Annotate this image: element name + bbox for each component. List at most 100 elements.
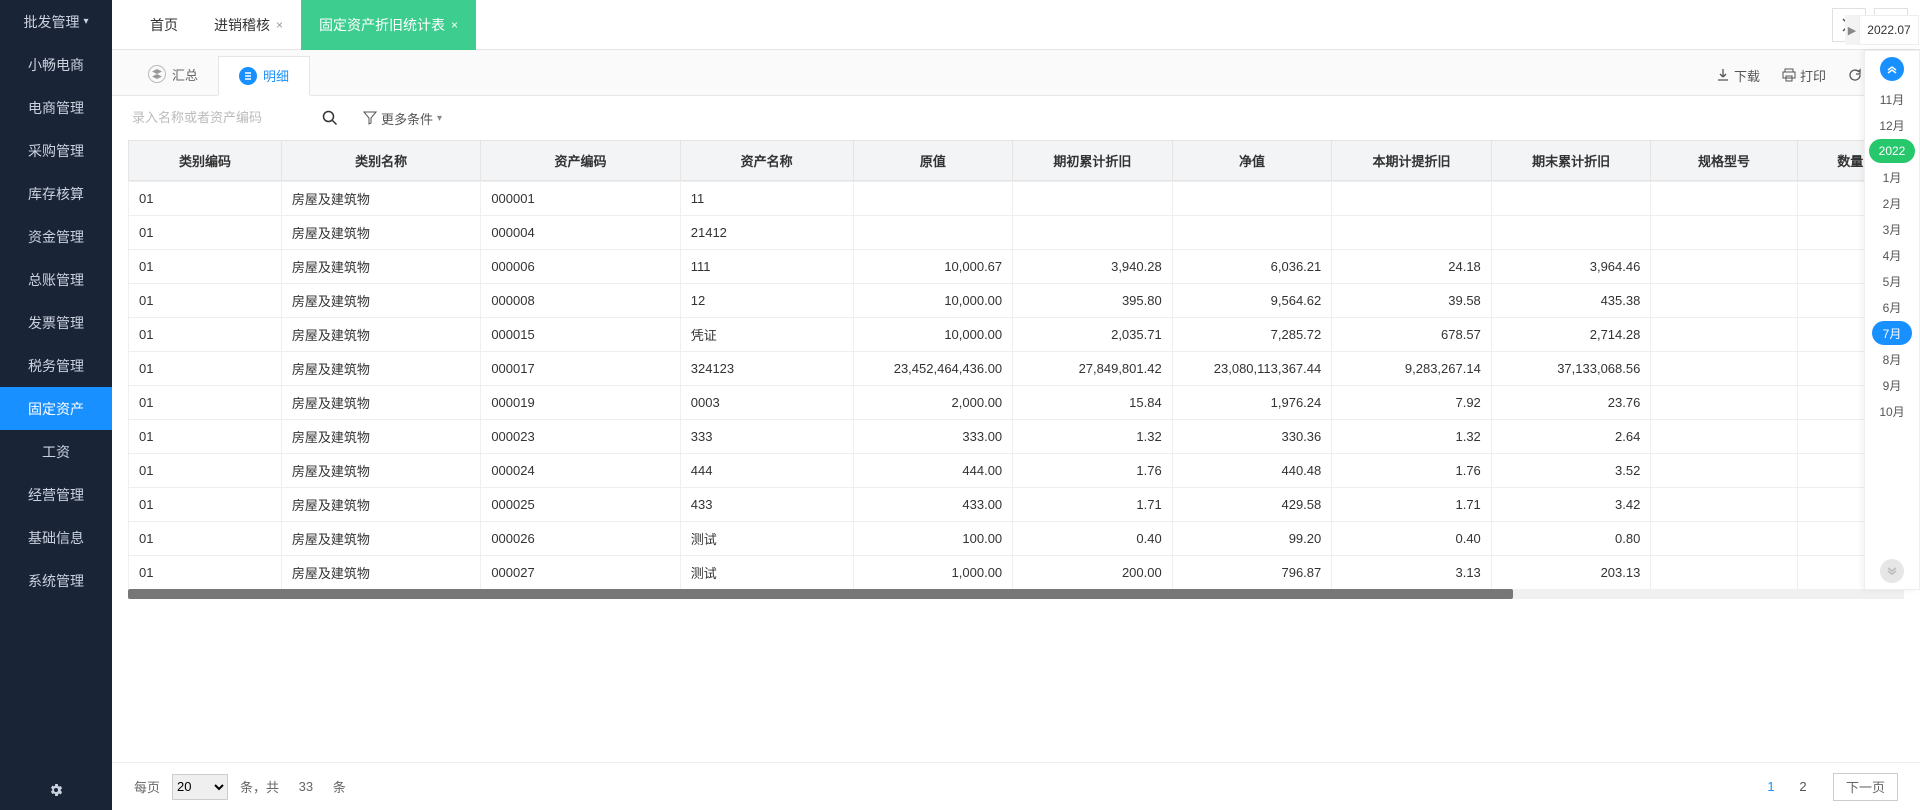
sidebar-item-label: 工资 — [42, 442, 70, 462]
table-row[interactable]: 01房屋及建筑物000027测试1,000.00200.00796.873.13… — [129, 556, 1904, 590]
month-item[interactable]: 1月 — [1872, 165, 1912, 189]
column-header[interactable]: 净值 — [1172, 141, 1332, 181]
period-tag[interactable]: 2022.07 — [1859, 15, 1919, 45]
month-item[interactable]: 4月 — [1872, 243, 1912, 267]
table-cell: 2.64 — [1491, 420, 1651, 454]
column-header[interactable]: 类别名称 — [281, 141, 480, 181]
table-cell: 23.76 — [1491, 386, 1651, 420]
table-row[interactable]: 01房屋及建筑物00001900032,000.0015.841,976.247… — [129, 386, 1904, 420]
table-cell: 12 — [680, 284, 853, 318]
table-cell: 24.18 — [1332, 250, 1492, 284]
column-header[interactable]: 期末累计折旧 — [1491, 141, 1651, 181]
column-header[interactable]: 资产名称 — [680, 141, 853, 181]
sidebar-item-11[interactable]: 经营管理 — [0, 473, 112, 516]
tab-label: 固定资产折旧统计表 — [319, 15, 445, 35]
column-header[interactable]: 资产编码 — [481, 141, 680, 181]
month-scroll-up[interactable] — [1880, 57, 1904, 81]
table-row[interactable]: 01房屋及建筑物000025433433.001.71429.581.713.4… — [129, 488, 1904, 522]
table-cell: 01 — [129, 284, 282, 318]
table-row[interactable]: 01房屋及建筑物00000611110,000.673,940.286,036.… — [129, 250, 1904, 284]
table-cell: 01 — [129, 250, 282, 284]
tab-label: 首页 — [150, 15, 178, 35]
page-number[interactable]: 1 — [1757, 773, 1785, 801]
table-row[interactable]: 01房屋及建筑物00001732412323,452,464,436.0027,… — [129, 352, 1904, 386]
print-button[interactable]: 打印 — [1782, 66, 1826, 85]
year-badge[interactable]: 2022 — [1869, 139, 1915, 163]
download-button[interactable]: 下载 — [1716, 66, 1760, 85]
table-cell: 房屋及建筑物 — [281, 386, 480, 420]
collapse-strip-button[interactable]: ▶ — [1845, 15, 1859, 45]
tab-close-icon[interactable]: × — [276, 18, 283, 32]
table-row[interactable]: 01房屋及建筑物000024444444.001.76440.481.763.5… — [129, 454, 1904, 488]
sidebar-item-13[interactable]: 系统管理 — [0, 559, 112, 602]
sidebar-item-label: 基础信息 — [28, 528, 84, 548]
subtab-summary[interactable]: 汇总 — [128, 55, 218, 95]
more-conditions-button[interactable]: 更多条件 ▾ — [363, 109, 442, 128]
table-cell: 678.57 — [1332, 318, 1492, 352]
tab-0[interactable]: 首页 — [132, 0, 196, 50]
table-cell: 000023 — [481, 420, 680, 454]
search-input[interactable] — [128, 103, 343, 133]
page-number[interactable]: 2 — [1789, 773, 1817, 801]
column-header[interactable]: 类别编码 — [129, 141, 282, 181]
month-item[interactable]: 9月 — [1872, 373, 1912, 397]
search-icon[interactable] — [321, 109, 339, 127]
tab-2[interactable]: 固定资产折旧统计表 × — [301, 0, 476, 50]
column-header[interactable]: 本期计提折旧 — [1332, 141, 1492, 181]
month-item[interactable]: 8月 — [1872, 347, 1912, 371]
table-row[interactable]: 01房屋及建筑物0000081210,000.00395.809,564.623… — [129, 284, 1904, 318]
table-cell: 15.84 — [1013, 386, 1173, 420]
table-row[interactable]: 01房屋及建筑物00000421412 — [129, 216, 1904, 250]
month-item[interactable]: 7月 — [1872, 321, 1912, 345]
sidebar-item-10[interactable]: 工资 — [0, 430, 112, 473]
scrollbar-thumb[interactable] — [128, 589, 1513, 599]
table-container: 类别编码类别名称资产编码资产名称原值期初累计折旧净值本期计提折旧期末累计折旧规格… — [112, 140, 1920, 762]
per-page-select[interactable]: 20 — [172, 774, 228, 800]
sidebar-item-0[interactable]: 批发管理▾ — [0, 0, 112, 43]
table-cell — [1172, 182, 1332, 216]
month-item[interactable]: 6月 — [1872, 295, 1912, 319]
subtab-detail-label: 明细 — [263, 66, 289, 85]
table-row[interactable]: 01房屋及建筑物000023333333.001.32330.361.322.6… — [129, 420, 1904, 454]
month-item[interactable]: 10月 — [1872, 399, 1912, 423]
month-item[interactable]: 12月 — [1872, 113, 1912, 137]
month-item[interactable]: 2月 — [1872, 191, 1912, 215]
column-header[interactable]: 原值 — [853, 141, 1013, 181]
sidebar-item-5[interactable]: 资金管理 — [0, 215, 112, 258]
horizontal-scrollbar[interactable] — [128, 589, 1904, 599]
sidebar-item-2[interactable]: 电商管理 — [0, 86, 112, 129]
sidebar-item-3[interactable]: 采购管理 — [0, 129, 112, 172]
table-cell — [1491, 216, 1651, 250]
sidebar-settings[interactable] — [0, 770, 112, 810]
subtab-detail[interactable]: 明细 — [218, 56, 310, 96]
column-header[interactable]: 规格型号 — [1651, 141, 1797, 181]
tab-1[interactable]: 进销稽核× — [196, 0, 301, 50]
sidebar-item-12[interactable]: 基础信息 — [0, 516, 112, 559]
sidebar-item-8[interactable]: 税务管理 — [0, 344, 112, 387]
month-scroll-down[interactable] — [1880, 559, 1904, 583]
sidebar-item-1[interactable]: 小畅电商 — [0, 43, 112, 86]
chevron-up-double-icon — [1886, 63, 1898, 75]
refresh-icon — [1848, 68, 1862, 82]
table-cell — [1651, 216, 1797, 250]
sidebar-item-6[interactable]: 总账管理 — [0, 258, 112, 301]
sidebar-item-9[interactable]: 固定资产 — [0, 387, 112, 430]
tab-close-icon[interactable]: × — [451, 18, 458, 32]
table-cell: 333 — [680, 420, 853, 454]
table-cell: 435.38 — [1491, 284, 1651, 318]
layers-icon — [148, 65, 166, 83]
sidebar-item-7[interactable]: 发票管理 — [0, 301, 112, 344]
next-page-button[interactable]: 下一页 — [1833, 773, 1898, 801]
table-cell: 1.76 — [1332, 454, 1492, 488]
table-cell — [1651, 454, 1797, 488]
table-row[interactable]: 01房屋及建筑物000015凭证10,000.002,035.717,285.7… — [129, 318, 1904, 352]
table-row[interactable]: 01房屋及建筑物00000111 — [129, 182, 1904, 216]
sidebar-item-4[interactable]: 库存核算 — [0, 172, 112, 215]
column-header[interactable]: 期初累计折旧 — [1013, 141, 1173, 181]
sidebar-item-label: 库存核算 — [28, 184, 84, 204]
month-item[interactable]: 3月 — [1872, 217, 1912, 241]
month-item[interactable]: 11月 — [1872, 87, 1912, 111]
table-cell: 房屋及建筑物 — [281, 318, 480, 352]
month-item[interactable]: 5月 — [1872, 269, 1912, 293]
table-row[interactable]: 01房屋及建筑物000026测试100.000.4099.200.400.80 — [129, 522, 1904, 556]
